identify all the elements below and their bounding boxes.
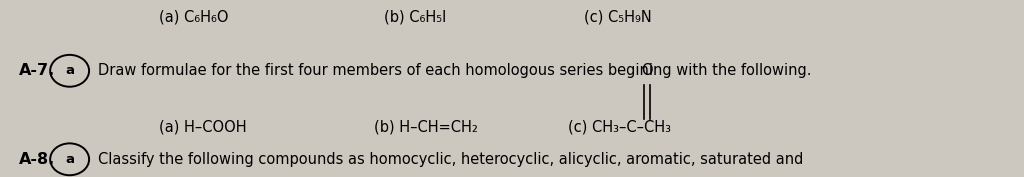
Text: a: a [66,153,74,166]
Text: (b) H–CH=CH₂: (b) H–CH=CH₂ [374,120,477,135]
Text: A-8.: A-8. [18,152,54,167]
Text: Classify the following compounds as homocyclic, heterocyclic, alicyclic, aromati: Classify the following compounds as homo… [98,152,804,167]
Text: (a) H–COOH: (a) H–COOH [159,120,247,135]
Text: (b) C₆H₅I: (b) C₆H₅I [384,9,446,24]
Text: Draw formulae for the first four members of each homologous series begining with: Draw formulae for the first four members… [98,63,812,78]
Text: O: O [641,63,653,78]
Text: A-7.: A-7. [18,63,54,78]
Text: (a) C₆H₆O: (a) C₆H₆O [159,9,228,24]
Text: a: a [66,64,74,77]
Text: (c) C₅H₉N: (c) C₅H₉N [584,9,651,24]
Text: (c) CH₃–C–CH₃: (c) CH₃–C–CH₃ [568,120,672,135]
